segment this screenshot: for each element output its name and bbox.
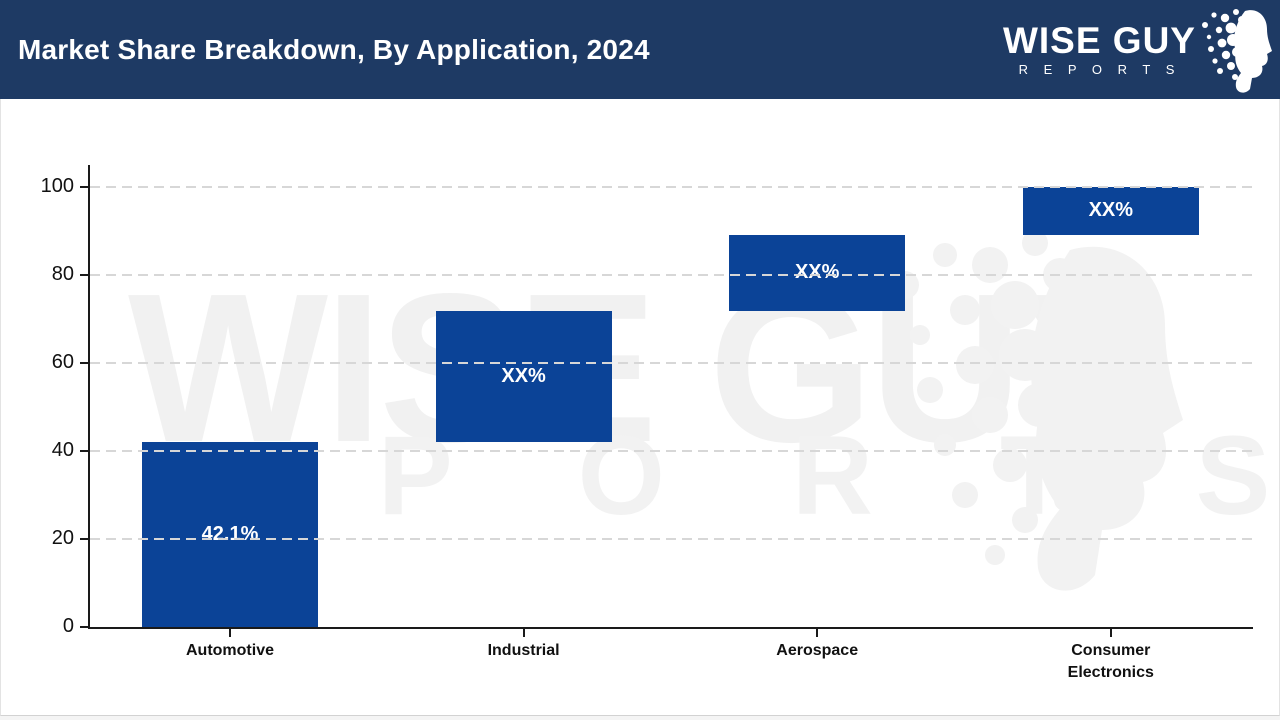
x-category-label: Aerospace	[776, 642, 859, 659]
watermark-face-icon	[891, 230, 1183, 591]
x-tick-mark	[1109, 629, 1112, 637]
wiseguy-logo-text: WISE GUY R E P O R T S	[1003, 22, 1196, 77]
y-axis-line	[88, 165, 90, 629]
gridline	[90, 362, 1253, 364]
x-tick-mark	[816, 629, 819, 637]
y-tick-label: 80	[51, 263, 74, 285]
y-tick-mark	[80, 626, 88, 628]
wiseguy-face-icon	[1202, 8, 1272, 93]
x-category-label: Consumer Electronics	[1067, 642, 1154, 681]
y-tick-label: 100	[40, 175, 74, 197]
y-tick-label: 0	[62, 615, 74, 637]
y-tick-mark	[80, 362, 88, 364]
y-tick-mark	[80, 186, 88, 188]
x-category-label: Industrial	[487, 642, 560, 659]
gridline	[90, 186, 1253, 188]
y-tick-label: 40	[51, 439, 74, 461]
bar-value-label: XX%	[501, 364, 546, 387]
x-tick-mark	[229, 629, 231, 637]
y-tick-mark	[80, 538, 88, 540]
header-bar: Market Share Breakdown, By Application, …	[0, 0, 1280, 99]
x-category-label: Automotive	[186, 642, 274, 659]
y-tick-mark	[80, 450, 88, 452]
gridline	[90, 450, 1253, 452]
y-tick-label: 20	[51, 527, 74, 549]
x-tick-mark	[522, 629, 525, 637]
gridline	[90, 274, 1253, 276]
wiseguy-logo: WISE GUY R E P O R T S	[1003, 5, 1280, 95]
gridline	[90, 538, 1253, 540]
chart-title: Market Share Breakdown, By Application, …	[18, 33, 650, 65]
bar-aerospace: XX%	[729, 234, 906, 312]
bar-consumer-electronics: XX%	[1022, 187, 1199, 235]
bar-industrial: XX%	[435, 311, 612, 442]
wiseguy-logo-line2: R E P O R T S	[1018, 62, 1181, 77]
bottom-strip	[0, 716, 1280, 720]
bar-automotive: 42.1%	[142, 441, 318, 627]
bar-value-label: 42.1%	[201, 522, 259, 545]
wiseguy-logo-line1: WISE GUY	[1002, 20, 1196, 61]
bar-value-label: XX%	[794, 261, 840, 284]
x-axis-line	[88, 627, 1253, 629]
bar-value-label: XX%	[1088, 199, 1134, 222]
y-tick-label: 60	[51, 351, 74, 373]
y-tick-mark	[80, 274, 88, 276]
